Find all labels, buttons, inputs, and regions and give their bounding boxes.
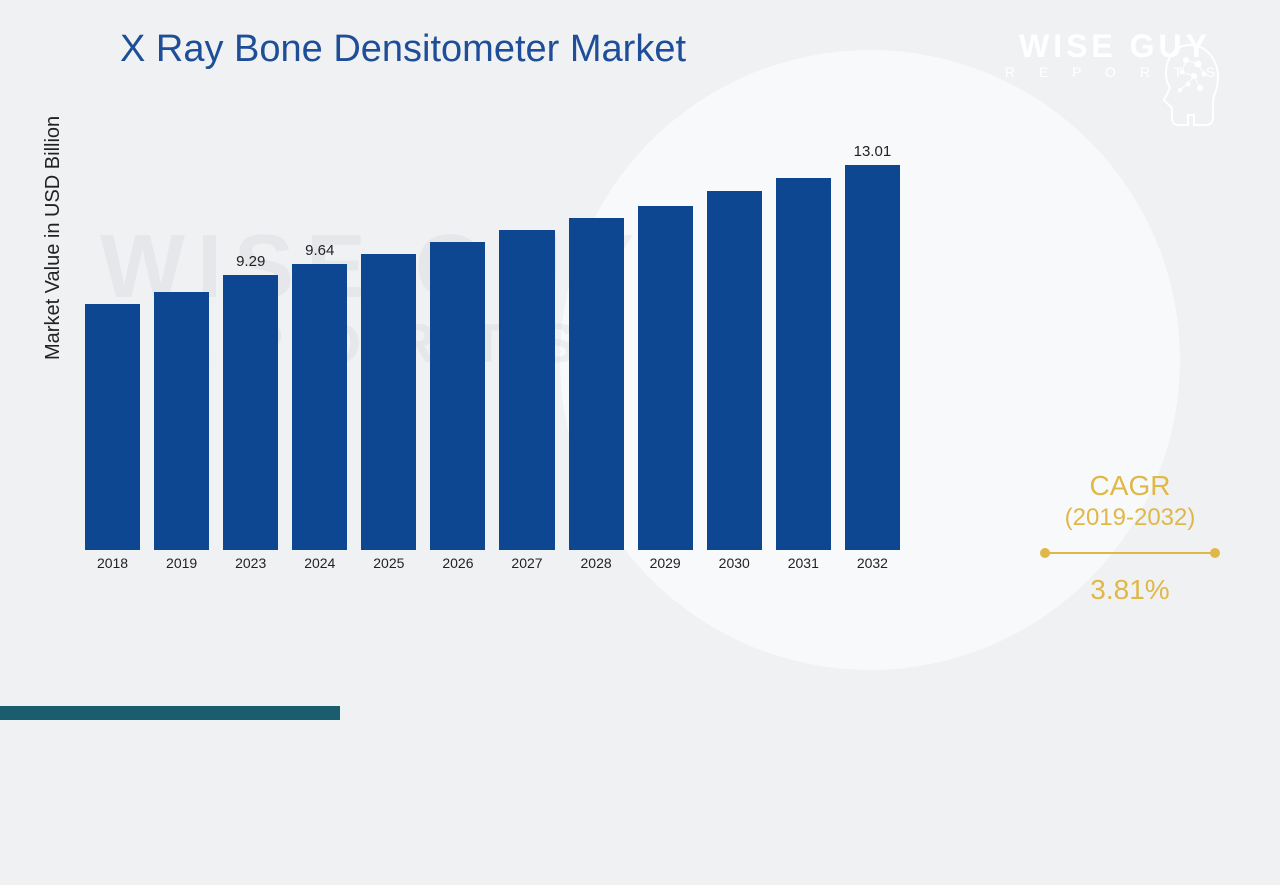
bar-value-label: 9.29 bbox=[236, 253, 265, 271]
cagr-divider bbox=[1045, 552, 1215, 554]
bar bbox=[430, 242, 485, 550]
bar-wrap: 9.64 bbox=[292, 242, 347, 550]
x-axis-label: 2019 bbox=[154, 555, 209, 571]
cagr-title: CAGR bbox=[1030, 470, 1230, 502]
x-axis-label: 2027 bbox=[499, 555, 554, 571]
bar bbox=[845, 165, 900, 550]
bar bbox=[223, 275, 278, 550]
bar bbox=[361, 254, 416, 550]
bar-wrap bbox=[430, 220, 485, 550]
chart-area: 9.299.6413.01 bbox=[85, 150, 900, 550]
x-axis-label: 2018 bbox=[85, 555, 140, 571]
x-axis-label: 2025 bbox=[361, 555, 416, 571]
bar-value-label: 13.01 bbox=[854, 143, 892, 161]
bar bbox=[154, 292, 209, 550]
bar bbox=[776, 178, 831, 550]
bars-container: 9.299.6413.01 bbox=[85, 150, 900, 550]
head-icon bbox=[1150, 40, 1230, 130]
x-axis-label: 2023 bbox=[223, 555, 278, 571]
bar-wrap bbox=[499, 208, 554, 550]
bar-value-label: 9.64 bbox=[305, 242, 334, 260]
x-axis-labels: 2018 2019 2023 2024 2025 2026 2027 2028 2029 2030… bbox=[85, 555, 900, 571]
bar-wrap bbox=[85, 282, 140, 550]
cagr-block: CAGR (2019-2032) 3.81% bbox=[1030, 470, 1230, 606]
x-axis-label: 2026 bbox=[430, 555, 485, 571]
x-axis-label: 2029 bbox=[638, 555, 693, 571]
bar-wrap bbox=[776, 156, 831, 550]
bar bbox=[85, 304, 140, 550]
bar bbox=[499, 230, 554, 550]
bar bbox=[707, 191, 762, 550]
bar-wrap bbox=[569, 196, 624, 550]
chart-title: X Ray Bone Densitometer Market bbox=[120, 28, 686, 71]
bar bbox=[638, 206, 693, 550]
x-axis-label: 2030 bbox=[707, 555, 762, 571]
x-axis-label: 2024 bbox=[292, 555, 347, 571]
bar bbox=[569, 218, 624, 550]
bar bbox=[292, 264, 347, 550]
bar-wrap bbox=[361, 232, 416, 550]
bar-wrap: 9.29 bbox=[223, 253, 278, 550]
x-axis-label: 2031 bbox=[776, 555, 831, 571]
bar-wrap bbox=[707, 169, 762, 550]
bar-wrap bbox=[154, 270, 209, 550]
logo: WISE GUY R E P O R T S bbox=[1000, 30, 1230, 80]
bar-wrap bbox=[638, 184, 693, 550]
cagr-value: 3.81% bbox=[1030, 574, 1230, 606]
cagr-period: (2019-2032) bbox=[1030, 504, 1230, 532]
bottom-accent-bar bbox=[0, 706, 340, 720]
x-axis-label: 2028 bbox=[569, 555, 624, 571]
y-axis-label: Market Value in USD Billion bbox=[42, 116, 65, 360]
x-axis-label: 2032 bbox=[845, 555, 900, 571]
bar-wrap: 13.01 bbox=[845, 143, 900, 550]
